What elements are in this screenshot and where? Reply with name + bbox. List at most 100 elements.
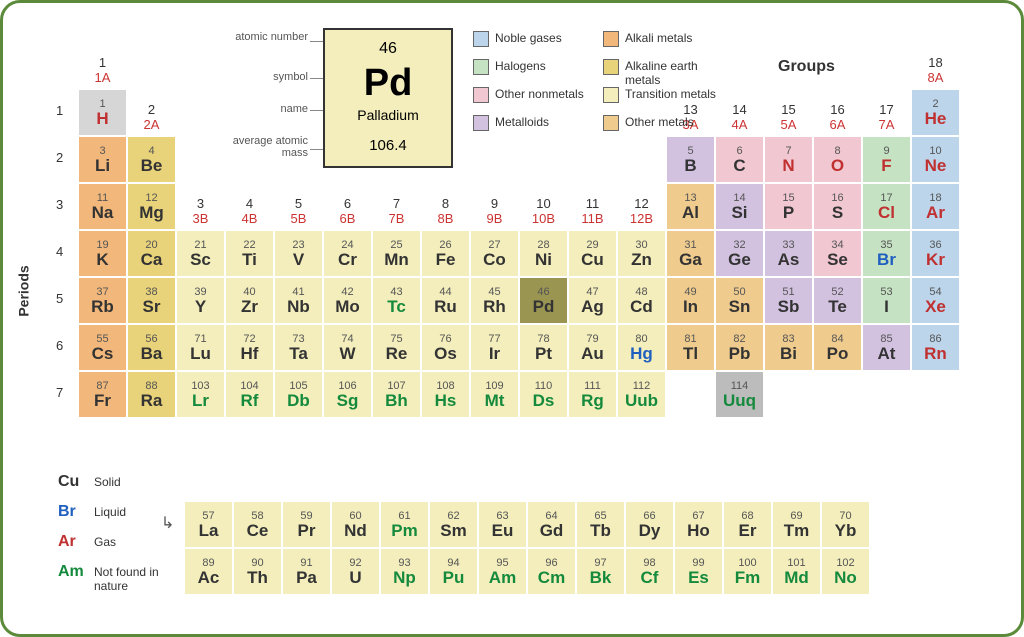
- atomic-number: 25: [390, 239, 402, 251]
- atomic-number: 24: [341, 239, 353, 251]
- element-Ca: 20Ca: [127, 230, 176, 277]
- element-Fm: 100Fm: [723, 548, 772, 595]
- atomic-number: 23: [292, 239, 304, 251]
- element-Cl: 17Cl: [862, 183, 911, 230]
- atomic-number: 54: [929, 286, 941, 298]
- key-atomic-number: atomic number: [218, 31, 308, 43]
- element-Pb: 82Pb: [715, 324, 764, 371]
- element-Ba: 56Ba: [127, 324, 176, 371]
- element-symbol: W: [339, 345, 355, 363]
- element-symbol: He: [925, 110, 947, 128]
- element-symbol: Hg: [630, 345, 653, 363]
- atomic-number: 15: [782, 192, 794, 204]
- element-Se: 34Se: [813, 230, 862, 277]
- element-symbol: Cs: [92, 345, 114, 363]
- group-label-5: 5: [274, 196, 323, 211]
- element-Nb: 41Nb: [274, 277, 323, 324]
- element-H: 1H: [78, 89, 127, 136]
- group-label-11: 11: [568, 196, 617, 211]
- group-sublabel-4: 4B: [225, 211, 274, 226]
- element-Ho: 67Ho: [674, 501, 723, 548]
- element-Ni: 28Ni: [519, 230, 568, 277]
- element-symbol: Sg: [337, 392, 359, 410]
- atomic-number: 109: [485, 380, 503, 392]
- element-Gd: 64Gd: [527, 501, 576, 548]
- atomic-number: 35: [880, 239, 892, 251]
- atomic-number: 70: [839, 510, 851, 522]
- element-O: 8O: [813, 136, 862, 183]
- atomic-number: 49: [684, 286, 696, 298]
- group-sublabel-17: 7A: [862, 117, 911, 132]
- atomic-number: 45: [488, 286, 500, 298]
- group-label-17: 17: [862, 102, 911, 117]
- element-symbol: Tb: [590, 522, 611, 540]
- element-Er: 68Er: [723, 501, 772, 548]
- element-symbol: Rf: [241, 392, 259, 410]
- element-symbol: K: [96, 251, 108, 269]
- sample-symbol: Pd: [325, 62, 451, 105]
- atomic-number: 19: [96, 239, 108, 251]
- atomic-number: 27: [488, 239, 500, 251]
- element-symbol: Li: [95, 157, 110, 175]
- atomic-number: 58: [251, 510, 263, 522]
- element-symbol: Al: [682, 204, 699, 222]
- atomic-number: 57: [202, 510, 214, 522]
- element-Si: 14Si: [715, 183, 764, 230]
- element-symbol: Xe: [925, 298, 946, 316]
- atomic-number: 1: [99, 98, 105, 110]
- element-Yb: 70Yb: [821, 501, 870, 548]
- element-symbol: Rn: [924, 345, 947, 363]
- element-symbol: Ag: [581, 298, 604, 316]
- atomic-number: 91: [300, 557, 312, 569]
- group-sublabel-10: 10B: [519, 211, 568, 226]
- element-symbol: Pa: [296, 569, 317, 587]
- element-symbol: Re: [386, 345, 408, 363]
- legend-label-noble_gases: Noble gases: [495, 31, 595, 45]
- atomic-number: 50: [733, 286, 745, 298]
- element-symbol: Br: [877, 251, 896, 269]
- atomic-number: 32: [733, 239, 745, 251]
- element-symbol: Fr: [94, 392, 111, 410]
- legend-swatch-other_nonmetals: [473, 87, 489, 103]
- group-sublabel-12: 12B: [617, 211, 666, 226]
- element-Co: 27Co: [470, 230, 519, 277]
- atomic-number: 37: [96, 286, 108, 298]
- atomic-number: 34: [831, 239, 843, 251]
- atomic-number: 39: [194, 286, 206, 298]
- element-At: 85At: [862, 324, 911, 371]
- group-sublabel-9: 9B: [470, 211, 519, 226]
- element-No: 102No: [821, 548, 870, 595]
- element-Cm: 96Cm: [527, 548, 576, 595]
- element-Pt: 78Pt: [519, 324, 568, 371]
- element-symbol: Pu: [443, 569, 465, 587]
- atomic-number: 102: [836, 557, 854, 569]
- atomic-number: 61: [398, 510, 410, 522]
- element-symbol: Rb: [91, 298, 114, 316]
- element-symbol: Zr: [241, 298, 258, 316]
- element-Ta: 73Ta: [274, 324, 323, 371]
- atomic-number: 38: [145, 286, 157, 298]
- element-In: 49In: [666, 277, 715, 324]
- group-sublabel-11: 11B: [568, 211, 617, 226]
- element-symbol: Ru: [434, 298, 457, 316]
- atomic-number: 21: [194, 239, 206, 251]
- legend-swatch-alkaline_earth: [603, 59, 619, 75]
- atomic-number: 52: [831, 286, 843, 298]
- element-Te: 52Te: [813, 277, 862, 324]
- element-Lr: 103Lr: [176, 371, 225, 418]
- group-label-10: 10: [519, 196, 568, 211]
- element-Re: 75Re: [372, 324, 421, 371]
- element-symbol: Ga: [679, 251, 702, 269]
- atomic-number: 60: [349, 510, 361, 522]
- atomic-number: 111: [584, 380, 601, 392]
- element-Ir: 77Ir: [470, 324, 519, 371]
- element-Am: 95Am: [478, 548, 527, 595]
- key-mass: average atomic mass: [218, 135, 308, 159]
- element-Tm: 69Tm: [772, 501, 821, 548]
- element-Ti: 22Ti: [225, 230, 274, 277]
- element-Tl: 81Tl: [666, 324, 715, 371]
- element-Mo: 42Mo: [323, 277, 372, 324]
- sample-name: Palladium: [325, 107, 451, 123]
- element-symbol: Pr: [298, 522, 316, 540]
- atomic-number: 103: [191, 380, 209, 392]
